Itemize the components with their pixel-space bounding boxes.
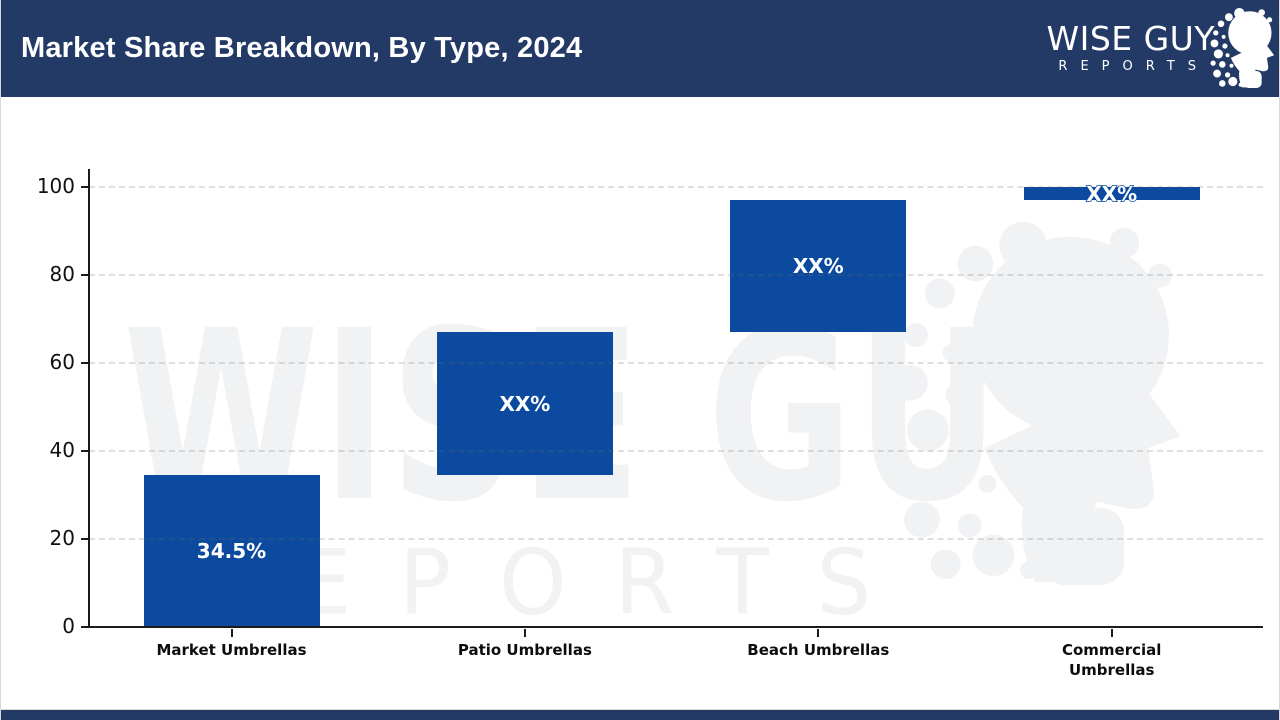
y-axis-tick-label: 100 — [36, 174, 75, 198]
y-axis-tick — [81, 186, 89, 188]
y-axis-tick — [81, 362, 89, 364]
gridline — [89, 362, 1263, 364]
bottom-hairline — [1, 709, 1279, 710]
y-axis-tick — [81, 626, 89, 628]
bar-segment — [1023, 187, 1200, 201]
category-label: Market Umbrellas — [156, 641, 307, 659]
bar-segment — [730, 200, 907, 333]
logo-head-icon — [1209, 8, 1275, 90]
page-title: Market Share Breakdown, By Type, 2024 — [21, 32, 583, 64]
footer-band — [1, 710, 1279, 720]
y-axis-tick-label: 60 — [49, 350, 75, 374]
x-axis-tick — [523, 629, 526, 637]
y-axis-tick-label: 80 — [49, 262, 75, 286]
gridline — [89, 538, 1263, 540]
y-axis-tick — [81, 274, 89, 276]
bar-segment — [143, 475, 320, 627]
logo-subtext: REPORTS — [1058, 59, 1210, 74]
x-axis-tick — [817, 629, 820, 637]
header-band: Market Share Breakdown, By Type, 2024 WI… — [1, 0, 1279, 97]
y-axis-tick-label: 40 — [49, 438, 75, 462]
x-axis-line — [89, 626, 1263, 628]
bar-value-label: XX% — [792, 253, 844, 279]
category-label: Patio Umbrellas — [457, 641, 592, 659]
gridline — [89, 274, 1263, 276]
bar-value-label: XX% — [1085, 181, 1138, 207]
x-axis-tick — [1110, 629, 1113, 637]
bar-value-label: 34.5% — [196, 538, 267, 564]
category-label: Commercial Umbrellas — [1061, 641, 1162, 680]
y-axis-tick — [81, 450, 89, 452]
logo-wordmark: WISE GUY — [1046, 19, 1215, 58]
brand-logo: WISE GUY REPORTS — [1027, 0, 1267, 97]
y-axis-tick-label: 20 — [49, 526, 75, 550]
y-axis-line — [88, 169, 90, 627]
bar-value-label: XX% — [499, 391, 551, 417]
y-axis-tick-label: 0 — [62, 614, 75, 638]
category-label: Beach Umbrellas — [747, 641, 890, 659]
x-axis-tick — [230, 629, 233, 637]
bar-segment — [436, 332, 613, 476]
gridline — [89, 450, 1263, 452]
gridline — [89, 186, 1263, 188]
y-axis-tick — [81, 538, 89, 540]
